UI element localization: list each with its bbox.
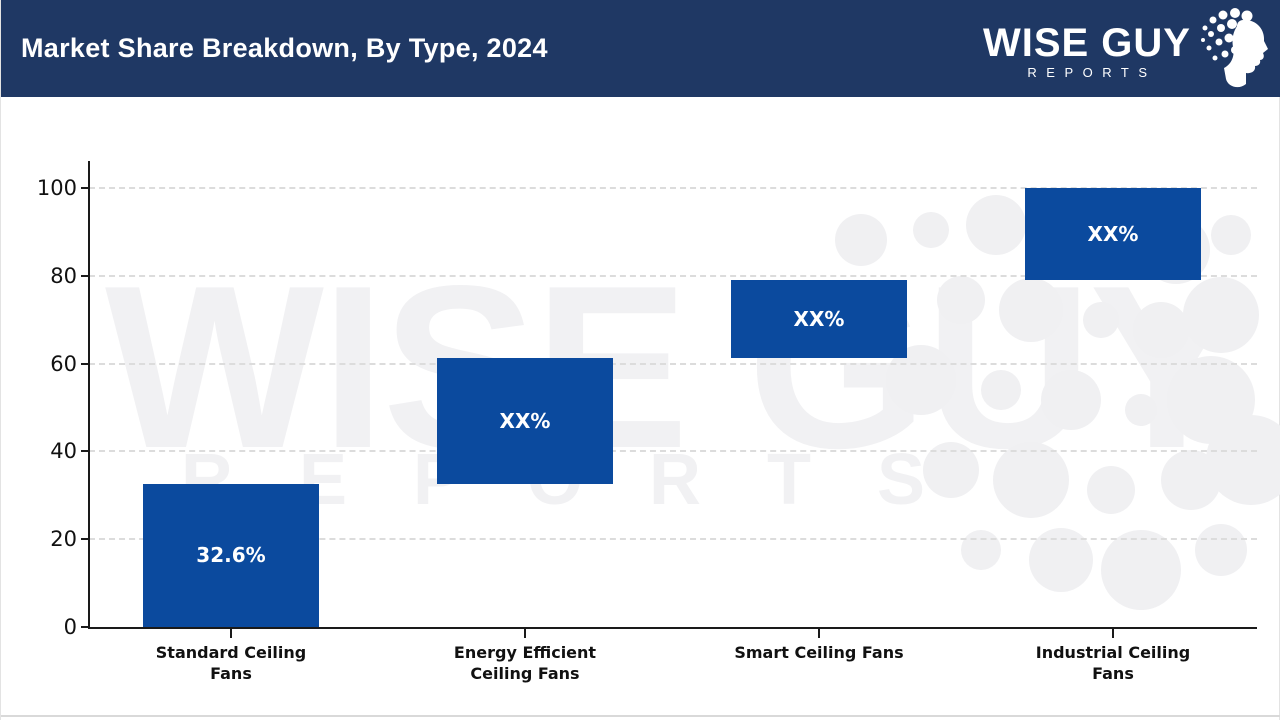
footer-divider: [1, 715, 1280, 717]
gridline-20: [89, 538, 1257, 541]
bar-value-label: XX%: [793, 307, 845, 332]
x-tick-mark: [230, 629, 232, 638]
logo-wiseguy: WISE GUY REPORTS: [983, 8, 1269, 94]
y-tick-label: 40: [50, 439, 77, 464]
waterfall-chart: 0 20 40 60 80 100 32.6% Standard Ceiling Fans XX…: [1, 97, 1280, 720]
bar-value-label: XX%: [1087, 222, 1139, 247]
bar-value-label: XX%: [499, 409, 551, 434]
x-tick-mark: [524, 629, 526, 638]
y-tick-mark: [81, 626, 88, 628]
gridline-60: [89, 362, 1257, 365]
y-tick-label: 20: [50, 527, 77, 552]
gridline-40: [89, 450, 1257, 453]
bar-2: XX%: [437, 358, 613, 484]
bar-value-label: 32.6%: [196, 543, 266, 568]
y-tick-mark: [81, 538, 88, 541]
y-tick-label: 0: [63, 615, 77, 639]
gridline-100: [89, 187, 1257, 189]
bar-1: 32.6%: [143, 483, 319, 627]
y-tick-label: 60: [50, 351, 77, 376]
x-axis-label: Smart Ceiling Fans: [734, 643, 904, 662]
gridline-80: [89, 274, 1257, 277]
header-bar: Market Share Breakdown, By Type, 2024 WI…: [1, 0, 1280, 97]
y-tick-mark: [81, 187, 88, 189]
y-tick-mark: [81, 362, 88, 365]
y-tick-label: 80: [50, 263, 77, 288]
x-tick-mark: [818, 629, 820, 638]
page-title: Market Share Breakdown, By Type, 2024: [21, 33, 548, 63]
logo-text: WISE GUY REPORTS: [983, 22, 1191, 80]
bar-3: XX%: [731, 280, 907, 359]
y-tick-label: 100: [36, 176, 77, 200]
x-axis-label: Industrial Ceiling Fans: [1035, 643, 1191, 683]
logo-reports-label: REPORTS: [1027, 65, 1157, 80]
y-tick-mark: [81, 274, 88, 277]
y-tick-mark: [81, 450, 88, 453]
x-axis-label: Energy Efficient Ceiling Fans: [453, 643, 597, 683]
logo-wiseguy-label: WISE GUY: [982, 21, 1191, 65]
x-axis-line: [88, 627, 1257, 629]
y-axis-line: [88, 161, 90, 629]
bar-4: XX%: [1025, 188, 1201, 281]
x-tick-mark: [1112, 629, 1114, 638]
x-axis-label: Standard Ceiling Fans: [155, 643, 307, 683]
logo-face-icon: [1195, 8, 1269, 94]
